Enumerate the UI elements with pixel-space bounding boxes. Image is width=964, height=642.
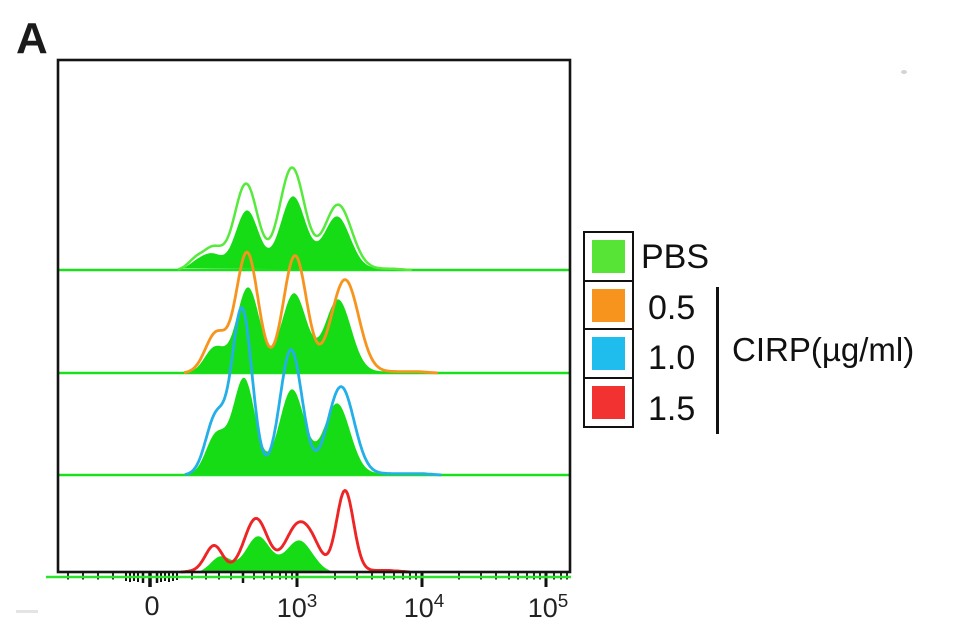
legend-label-pbs: PBS — [641, 238, 710, 276]
legend-cell-1.5 — [583, 376, 634, 428]
legend-cell-0.5 — [583, 279, 634, 331]
cirp-1.5-color-swatch — [592, 385, 625, 419]
cirp-0.5-color-swatch — [592, 288, 625, 322]
histogram-pbs-fill-row3 — [188, 377, 420, 475]
cirp-1.0-color-swatch — [592, 337, 625, 371]
legend — [583, 231, 634, 428]
histogram-cirp-1.5-outline — [180, 489, 410, 574]
scan-artifact-dot — [901, 70, 907, 74]
histogram-pbs-fill-row2 — [186, 287, 412, 373]
plot-box — [56, 58, 572, 574]
x-tick-label-103: 103 — [276, 591, 318, 623]
scan-artifact-dash — [16, 610, 38, 613]
x-tick-label-0: 0 — [144, 591, 160, 621]
legend-label-1.5: 1.5 — [648, 390, 696, 428]
legend-bracket-label: CIRP(µg/ml) — [732, 331, 915, 368]
legend-cell-pbs — [583, 231, 634, 282]
legend-bracket-line — [716, 287, 719, 434]
x-tick-label-104: 104 — [403, 591, 445, 623]
histogram-cirp-1.0-outline — [184, 306, 442, 477]
legend-cell-1.0 — [583, 328, 634, 380]
histogram-pbs-fill-row1 — [183, 196, 400, 270]
panel-label: A — [16, 14, 49, 63]
histogram-pbs-outline — [177, 166, 412, 272]
histogram-pbs-fill-row4 — [196, 536, 338, 573]
x-tick-label-105: 105 — [527, 591, 569, 623]
legend-label-0.5: 0.5 — [648, 289, 696, 327]
pbs-color-swatch — [592, 240, 625, 273]
legend-label-1.0: 1.0 — [648, 339, 696, 377]
histogram-cirp-0.5-outline — [183, 250, 438, 375]
